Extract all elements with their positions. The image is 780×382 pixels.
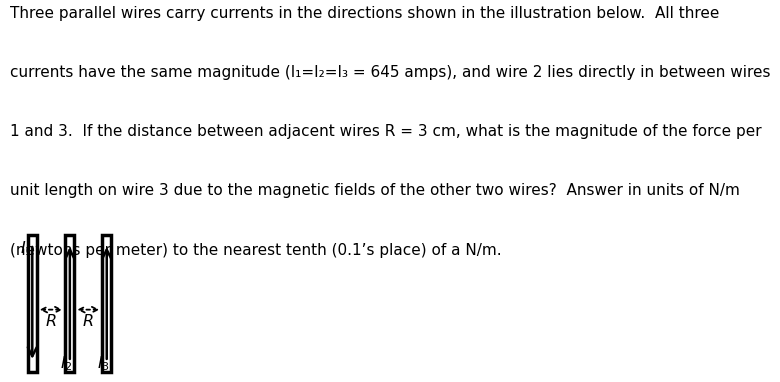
Bar [102, 235, 112, 372]
Text: $I_2$: $I_2$ [60, 354, 73, 372]
Text: $R$: $R$ [45, 313, 57, 330]
Text: currents have the same magnitude (I₁=I₂=I₃ = 645 amps), and wire 2 lies directly: currents have the same magnitude (I₁=I₂=… [10, 65, 771, 80]
Text: (newtons per meter) to the nearest tenth (0.1’s place) of a N/m.: (newtons per meter) to the nearest tenth… [10, 243, 502, 257]
Bar [66, 235, 74, 372]
Text: 1 and 3.  If the distance between adjacent wires R = 3 cm, what is the magnitude: 1 and 3. If the distance between adjacen… [10, 124, 762, 139]
Bar [28, 235, 37, 372]
Text: unit length on wire 3 due to the magnetic fields of the other two wires?  Answer: unit length on wire 3 due to the magneti… [10, 183, 740, 198]
Text: Three parallel wires carry currents in the directions shown in the illustration : Three parallel wires carry currents in t… [10, 6, 719, 21]
Text: $I_1$: $I_1$ [20, 239, 33, 258]
Text: $I_3$: $I_3$ [97, 354, 110, 372]
Text: $R$: $R$ [83, 313, 94, 330]
